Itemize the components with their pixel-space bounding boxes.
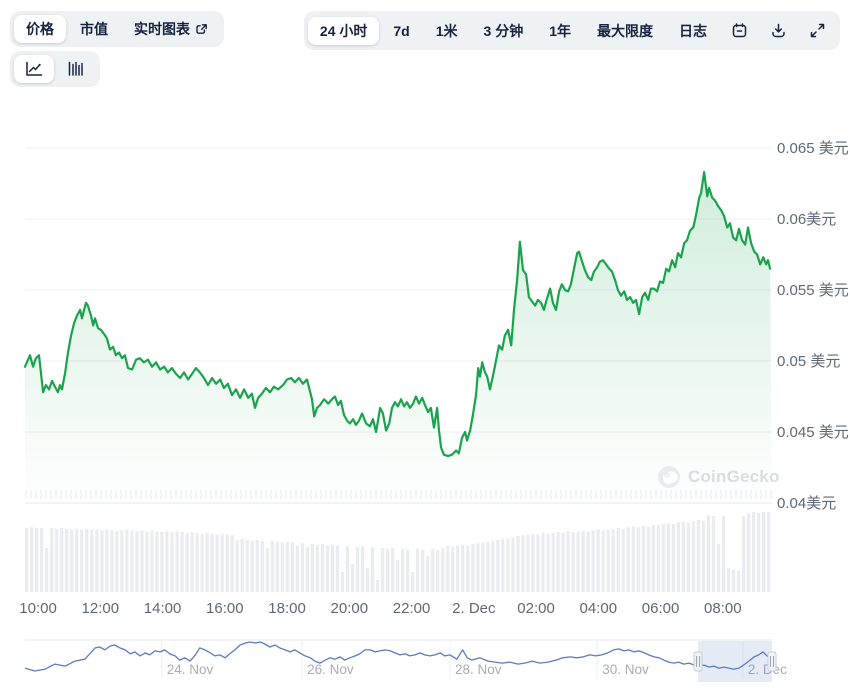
svg-text:2. Dec: 2. Dec: [452, 600, 496, 617]
svg-text:28. Nov: 28. Nov: [455, 662, 502, 677]
external-link-icon: [195, 23, 208, 36]
price-area-fill: [25, 172, 772, 503]
tab-price[interactable]: 价格: [14, 15, 66, 43]
volume-bars: [25, 512, 771, 592]
svg-text:10:00: 10:00: [19, 600, 57, 617]
line-chart-icon: [24, 60, 44, 78]
range-log[interactable]: 日志: [667, 17, 719, 45]
svg-text:0.05 美元: 0.05 美元: [777, 353, 840, 370]
svg-text:02:00: 02:00: [517, 600, 555, 617]
svg-text:0.06美元: 0.06美元: [777, 211, 836, 228]
svg-text:08:00: 08:00: [704, 600, 742, 617]
svg-text:16:00: 16:00: [206, 600, 244, 617]
tab-live-chart[interactable]: 实时图表: [122, 15, 220, 43]
svg-text:06:00: 06:00: [642, 600, 680, 617]
chart-type-group: [10, 51, 100, 87]
range-max-label: 最大限度: [597, 22, 653, 39]
price-line[interactable]: [23, 171, 772, 458]
x-axis-labels: 10:00 12:00 14:00 16:00 18:00 20:00 22:00 2. De…: [19, 600, 741, 617]
svg-text:0.055 美元: 0.055 美元: [777, 282, 849, 299]
range-1y-label: 1年: [549, 22, 571, 39]
navigator-minimap[interactable]: 24. Nov 26. Nov 28. Nov 30. Nov 2. Dec: [24, 639, 787, 682]
range-log-label: 日志: [679, 22, 707, 39]
svg-text:0.065 美元: 0.065 美元: [777, 140, 849, 157]
calendar-button[interactable]: [721, 15, 758, 46]
svg-text:22:00: 22:00: [393, 600, 431, 617]
coingecko-watermark: CoinGecko: [657, 465, 780, 489]
tab-marketcap[interactable]: 市值: [68, 15, 120, 43]
tab-price-label: 价格: [26, 21, 54, 37]
range-7d-label: 7d: [393, 22, 410, 39]
svg-text:04:00: 04:00: [580, 600, 618, 617]
download-button[interactable]: [760, 15, 797, 46]
range-1m-label: 1米: [435, 22, 458, 39]
download-icon: [770, 22, 787, 39]
line-chart-type-button[interactable]: [14, 55, 54, 83]
range-1m[interactable]: 1米: [424, 17, 470, 45]
svg-text:18:00: 18:00: [268, 600, 306, 617]
bar-chart-icon: [66, 60, 86, 78]
watermark-text: CoinGecko: [688, 467, 780, 486]
metric-tab-group: 价格 市值 实时图表: [10, 11, 224, 47]
navigator-left-handle[interactable]: [693, 651, 703, 672]
coingecko-logo-icon: [658, 466, 680, 488]
axis-tick-texture: [25, 490, 772, 499]
svg-text:20:00: 20:00: [331, 600, 369, 617]
fullscreen-button[interactable]: [799, 15, 836, 46]
svg-text:24. Nov: 24. Nov: [167, 662, 214, 677]
range-1y[interactable]: 1年: [537, 17, 583, 45]
svg-text:26. Nov: 26. Nov: [307, 662, 354, 677]
y-axis-labels: 0.065 美元 0.06美元 0.055 美元 0.05 美元 0.045 美元 0.0…: [777, 140, 849, 512]
range-7d[interactable]: 7d: [381, 17, 421, 45]
calendar-icon: [731, 22, 748, 39]
navigator-selected-range[interactable]: [698, 641, 772, 682]
range-3m-label: 3 分钟: [483, 22, 524, 39]
svg-text:2. Dec: 2. Dec: [748, 662, 787, 677]
range-24h[interactable]: 24 小时: [307, 16, 380, 45]
fullscreen-icon: [809, 22, 826, 39]
range-24h-label: 24 小时: [319, 22, 368, 39]
navigator-right-handle[interactable]: [767, 651, 777, 672]
svg-text:12:00: 12:00: [82, 600, 120, 617]
bar-chart-type-button[interactable]: [56, 55, 96, 83]
svg-text:0.04美元: 0.04美元: [777, 495, 836, 512]
tab-live-chart-label: 实时图表: [134, 21, 190, 37]
svg-text:0.045 美元: 0.045 美元: [777, 424, 849, 441]
range-max[interactable]: 最大限度: [585, 17, 665, 45]
range-selector-group: 24 小时 7d 1米 3 分钟 1年 最大限度 日志: [303, 11, 840, 50]
svg-text:14:00: 14:00: [144, 600, 182, 617]
svg-text:30. Nov: 30. Nov: [602, 662, 649, 677]
range-3m[interactable]: 3 分钟: [472, 17, 536, 45]
tab-marketcap-label: 市值: [80, 21, 108, 37]
